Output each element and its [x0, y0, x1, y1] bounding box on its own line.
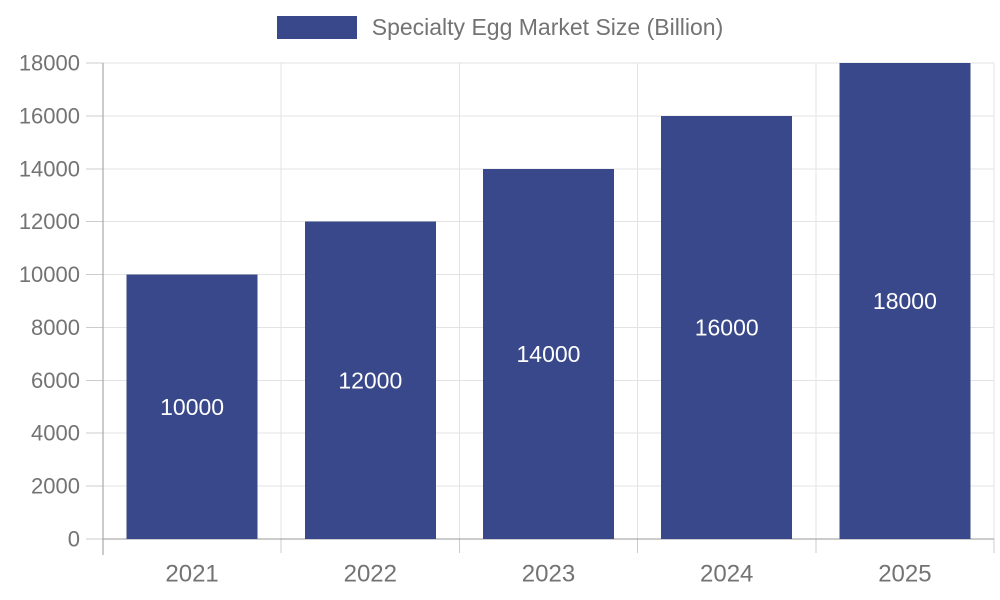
y-axis-tick-label: 8000	[31, 315, 80, 340]
bar-2023[interactable]	[483, 168, 614, 539]
legend-label: Specialty Egg Market Size (Billion)	[371, 14, 724, 40]
bar-value-label: 18000	[873, 288, 937, 314]
bar-value-label: 12000	[338, 367, 402, 393]
bar-2022[interactable]	[304, 221, 436, 539]
bar-2021[interactable]	[126, 274, 258, 539]
x-axis-tick-label: 2024	[700, 561, 753, 588]
bar-value-label: 10000	[160, 394, 224, 420]
legend[interactable]: Specialty Egg Market Size (Billion)	[0, 16, 1000, 39]
bar-value-label: 14000	[517, 341, 581, 367]
y-axis-tick-label: 12000	[19, 209, 80, 234]
y-axis-tick-label: 10000	[19, 262, 80, 287]
x-axis-tick-label: 2025	[878, 561, 931, 588]
bar-2024[interactable]	[661, 115, 793, 539]
x-axis-tick-label: 2023	[522, 561, 575, 588]
y-axis-tick-label: 6000	[31, 368, 80, 393]
x-axis-tick-label: 2022	[344, 561, 397, 588]
legend-swatch	[276, 16, 357, 39]
y-axis-tick-label: 0	[68, 527, 80, 552]
y-axis-tick-label: 2000	[31, 474, 80, 499]
bar-value-label: 16000	[695, 314, 759, 340]
y-axis-tick-label: 16000	[19, 103, 80, 128]
y-axis-tick-label: 14000	[19, 156, 80, 181]
bar-2025[interactable]	[839, 63, 971, 539]
y-axis-tick-label: 18000	[19, 51, 80, 76]
x-axis-tick-label: 2021	[165, 561, 218, 588]
y-axis-tick-label: 4000	[31, 421, 80, 446]
